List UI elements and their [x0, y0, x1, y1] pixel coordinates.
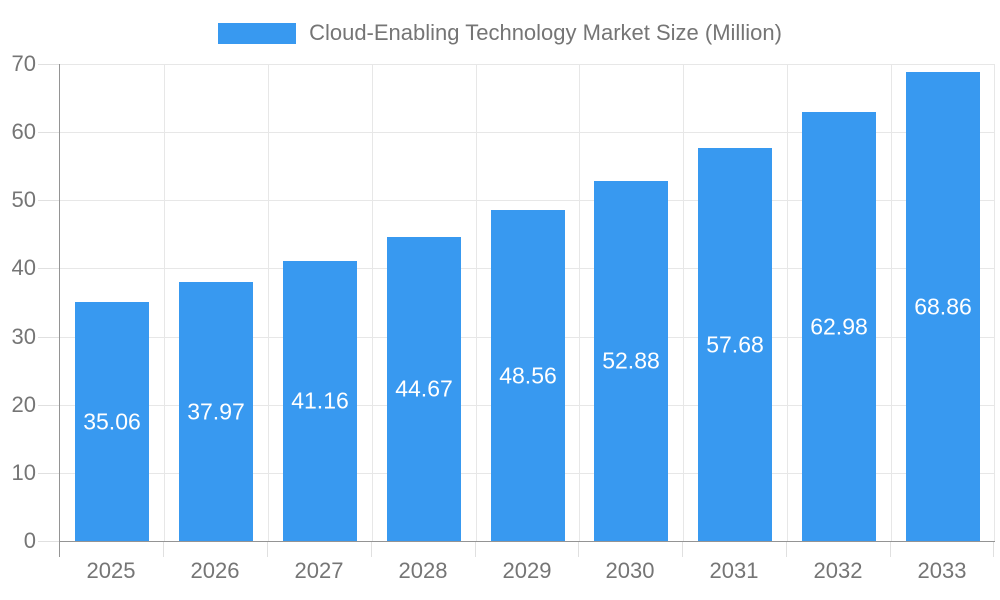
- bar-value-label: 57.68: [706, 331, 764, 357]
- gridline-horizontal: [60, 64, 995, 65]
- x-tick-label-2028: 2028: [398, 558, 448, 583]
- bar-value-label: 62.98: [810, 313, 868, 339]
- x-tick-mark: [993, 542, 994, 557]
- y-tick-mark: [38, 64, 59, 65]
- x-tick-mark: [786, 542, 787, 557]
- bar-2033[interactable]: 68.86: [906, 72, 980, 541]
- bar-value-label: 44.67: [395, 375, 453, 402]
- bar-value-label: 35.06: [83, 408, 141, 434]
- y-tick-mark: [38, 337, 59, 338]
- bar-2027[interactable]: 41.16: [283, 261, 357, 541]
- gridline-vertical: [476, 64, 477, 541]
- gridline-vertical: [891, 64, 892, 541]
- y-tick-label-50: 50: [11, 187, 36, 212]
- y-tick-label-20: 20: [11, 392, 36, 417]
- x-tick-label-2029: 2029: [502, 558, 552, 583]
- y-tick-label-70: 70: [11, 51, 36, 76]
- y-tick-label-60: 60: [11, 119, 36, 144]
- x-tick-label-2032: 2032: [813, 558, 863, 583]
- x-tick-mark: [890, 542, 891, 557]
- x-tick-mark: [371, 542, 372, 557]
- x-tick-label-2030: 2030: [605, 558, 655, 583]
- x-tick-mark: [267, 542, 268, 557]
- bar-value-label: 48.56: [499, 362, 557, 388]
- bar-2031[interactable]: 57.68: [698, 148, 772, 541]
- bar-2029[interactable]: 48.56: [491, 210, 565, 541]
- bar-2030[interactable]: 52.88: [594, 181, 668, 541]
- bar-2032[interactable]: 62.98: [802, 112, 876, 541]
- gridline-vertical: [994, 64, 995, 541]
- x-tick-mark: [163, 542, 164, 557]
- x-tick-mark: [475, 542, 476, 557]
- y-tick-mark: [38, 200, 59, 201]
- y-tick-mark: [38, 132, 59, 133]
- x-tick-label-2027: 2027: [294, 558, 344, 583]
- x-tick-label-2025: 2025: [86, 558, 136, 583]
- bar-2026[interactable]: 37.97: [179, 282, 253, 541]
- gridline-vertical: [268, 64, 269, 541]
- bar-2028[interactable]: 44.67: [387, 237, 461, 541]
- x-tick-mark: [59, 542, 60, 557]
- gridline-vertical: [683, 64, 684, 541]
- y-tick-label-40: 40: [11, 255, 36, 280]
- gridline-vertical: [164, 64, 165, 541]
- y-tick-mark: [38, 541, 59, 542]
- legend-item[interactable]: Cloud-Enabling Technology Market Size (M…: [218, 20, 782, 46]
- gridline-vertical: [372, 64, 373, 541]
- y-tick-label-0: 0: [23, 528, 36, 553]
- gridline-horizontal: [60, 132, 995, 133]
- legend-label: Cloud-Enabling Technology Market Size (M…: [309, 20, 782, 45]
- x-tick-mark: [682, 542, 683, 557]
- x-tick-label-2033: 2033: [917, 558, 967, 583]
- chart-legend: Cloud-Enabling Technology Market Size (M…: [0, 20, 1000, 46]
- bar-2025[interactable]: 35.06: [75, 302, 149, 541]
- gridline-vertical: [787, 64, 788, 541]
- x-tick-label-2026: 2026: [190, 558, 240, 583]
- plot-area: 35.06 37.97 41.16 44.67 48.56 52.88 57.68 62.98…: [59, 64, 995, 542]
- y-tick-label-10: 10: [11, 460, 36, 485]
- bar-value-label: 52.88: [602, 347, 660, 374]
- y-tick-label-30: 30: [11, 324, 36, 349]
- gridline-vertical: [579, 64, 580, 541]
- y-tick-mark: [38, 268, 59, 269]
- bar-value-label: 37.97: [187, 398, 245, 424]
- gridline-horizontal: [60, 200, 995, 201]
- y-tick-mark: [38, 473, 59, 474]
- x-tick-label-2031: 2031: [709, 558, 759, 583]
- bar-value-label: 68.86: [914, 293, 972, 319]
- legend-swatch: [218, 22, 297, 44]
- bar-value-label: 41.16: [291, 387, 349, 414]
- x-tick-mark: [578, 542, 579, 557]
- y-tick-mark: [38, 405, 59, 406]
